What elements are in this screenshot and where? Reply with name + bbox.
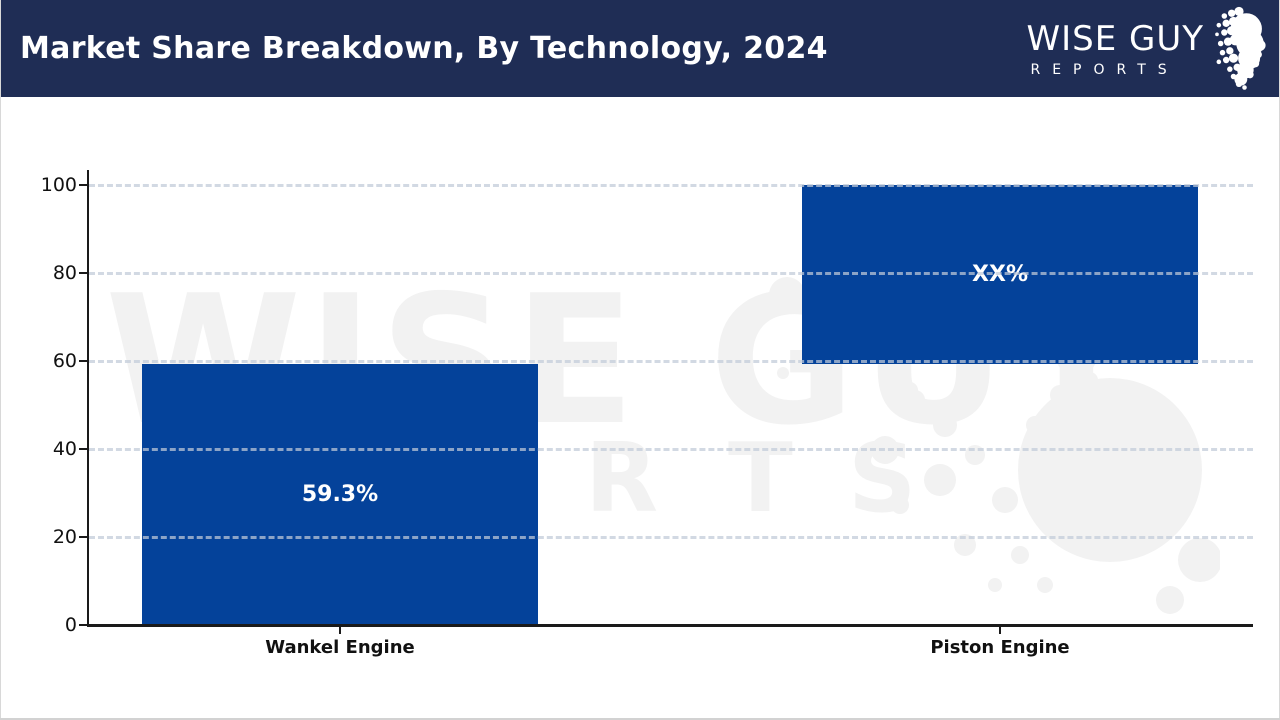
y-tick-20 <box>79 536 87 538</box>
x-category-label-0: Wankel Engine <box>265 637 415 658</box>
y-tick-label-80: 80 <box>52 262 77 284</box>
x-tick-0 <box>339 627 341 634</box>
gridline-40 <box>89 448 1253 451</box>
y-tick-label-0: 0 <box>64 614 77 636</box>
watermark-letter-t: T <box>728 424 793 534</box>
y-tick-label-100: 100 <box>40 174 77 196</box>
y-tick-100 <box>79 184 87 186</box>
y-tick-80 <box>79 272 87 274</box>
brand-logo: WISE GUY REPORTS <box>1026 2 1272 95</box>
x-tick-1 <box>999 627 1001 634</box>
gridline-20 <box>89 536 1253 539</box>
brand-text: WISE GUY REPORTS <box>1026 19 1204 78</box>
bar-wankel-engine: 59.3% <box>142 364 538 625</box>
bar-value-label: 59.3% <box>301 482 379 508</box>
y-tick-40 <box>79 448 87 450</box>
x-axis-line <box>87 624 1253 627</box>
header-band: Market Share Breakdown, By Technology, 2… <box>0 0 1280 97</box>
plot-area: WISE GUY R T S 0 20 40 60 80 100 59.3% XX% Wanke… <box>0 97 1280 720</box>
gridline-60 <box>89 360 1253 363</box>
dotted-head-icon <box>1215 6 1266 90</box>
watermark-dots-icon <box>769 277 1220 614</box>
y-tick-0 <box>79 624 87 626</box>
chart-title: Market Share Breakdown, By Technology, 2… <box>20 31 828 66</box>
y-tick-label-40: 40 <box>52 438 77 460</box>
page-border-bottom <box>0 718 1280 720</box>
page-border-left <box>0 0 1 720</box>
brand-name: WISE GUY <box>1026 19 1204 59</box>
watermark-letter-r: R <box>585 424 659 534</box>
y-axis-line <box>87 170 89 625</box>
x-category-label-1: Piston Engine <box>930 637 1070 658</box>
y-tick-label-60: 60 <box>52 350 77 372</box>
gridline-80 <box>89 272 1253 275</box>
brand-subname: REPORTS <box>1030 62 1179 78</box>
gridline-100 <box>89 184 1253 187</box>
y-tick-label-20: 20 <box>52 526 77 548</box>
y-tick-60 <box>79 360 87 362</box>
